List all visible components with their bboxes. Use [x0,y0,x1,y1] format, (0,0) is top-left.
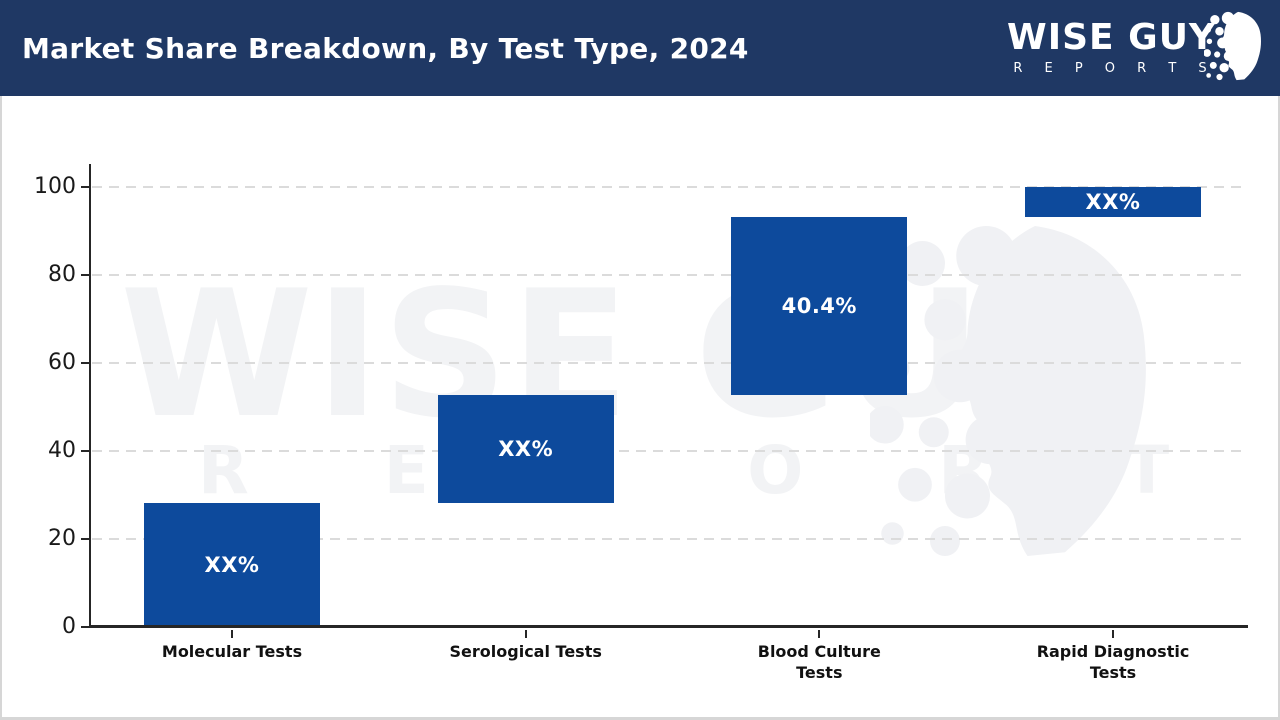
gridline-20 [92,538,1248,540]
x-category-label-blood-culture-tests: Blood Culture Tests [757,642,881,682]
y-tick-label-0: 0 [62,614,76,639]
bar-blood-culture-tests: 40.4% [731,217,908,396]
bar-value-label-molecular-tests: XX% [204,552,260,577]
page-title: Market Share Breakdown, By Test Type, 20… [22,31,749,65]
y-tick-label-40: 40 [48,438,76,463]
y-tick-label-80: 80 [48,262,76,287]
gridline-40 [92,450,1248,452]
y-axis-line [89,164,91,627]
x-tick-blood-culture-tests [818,630,821,638]
gridline-60 [92,362,1248,364]
y-tick-0 [81,626,89,628]
y-tick-label-100: 100 [34,174,76,199]
bar-value-label-serological-tests: XX% [498,437,554,461]
y-tick-label-20: 20 [48,526,76,551]
bar-rapid-diagnostic-tests: XX% [1025,187,1201,218]
y-tick-60 [81,362,89,364]
x-tick-serological-tests [524,630,527,638]
brand-subtext: R E P O R T S [1013,61,1216,76]
gridline-80 [92,274,1248,276]
x-axis-line [89,625,1248,628]
gridline-100 [92,186,1248,188]
bar-value-label-rapid-diagnostic-tests: XX% [1085,190,1141,215]
brand-wordmark: WISE GUY [1006,17,1216,58]
x-tick-rapid-diagnostic-tests [1112,630,1114,638]
bar-molecular-tests: XX% [144,502,320,627]
x-category-label-rapid-diagnostic-tests: Rapid Diagnostic Tests [1036,642,1190,682]
y-tick-100 [81,186,89,188]
y-tick-40 [81,450,89,452]
x-category-label-serological-tests: Serological Tests [449,642,602,661]
brand-logo-text: WISE GUY R E P O R T S [1006,17,1216,77]
y-tick-20 [81,538,89,540]
bar-serological-tests: XX% [437,395,614,503]
y-tick-80 [81,274,89,276]
header: Market Share Breakdown, By Test Type, 20… [0,0,1280,96]
x-category-label-molecular-tests: Molecular Tests [161,642,303,661]
y-tick-label-60: 60 [48,350,76,375]
bar-value-label-blood-culture-tests: 40.4% [781,294,857,319]
brand-logo: WISE GUY R E P O R T S [1007,10,1266,86]
dotted-profile-face-icon [1203,10,1266,86]
x-tick-molecular-tests [231,630,233,638]
